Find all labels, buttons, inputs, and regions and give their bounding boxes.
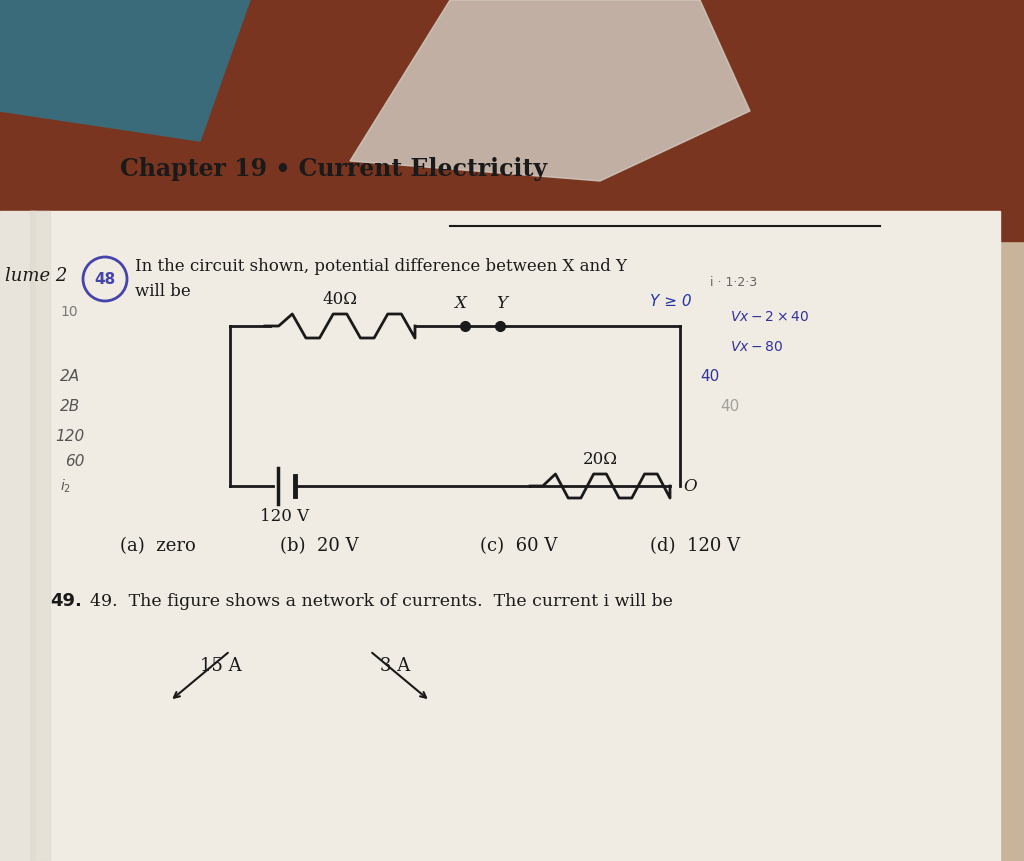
Text: O: O	[683, 478, 696, 495]
Bar	[0, 211, 35, 861]
Text: 48: 48	[94, 271, 116, 287]
Text: 15 A: 15 A	[200, 657, 242, 675]
Polygon shape	[350, 0, 750, 181]
Text: (a)  zero: (a) zero	[120, 537, 196, 555]
Text: 120: 120	[55, 429, 84, 444]
Text: will be: will be	[135, 283, 190, 300]
Text: 40: 40	[700, 369, 719, 384]
Text: 40: 40	[720, 399, 739, 414]
Text: 49.  The figure shows a network of currents.  The current i will be: 49. The figure shows a network of curren…	[90, 593, 673, 610]
Text: In the circuit shown, potential difference between X and Y: In the circuit shown, potential differen…	[135, 258, 627, 275]
Text: $\it{Vx - 2\times40}$: $\it{Vx - 2\times40}$	[730, 310, 809, 324]
Text: 120 V: 120 V	[260, 508, 309, 525]
Text: 60: 60	[65, 454, 85, 469]
Text: (d)  120 V: (d) 120 V	[650, 537, 740, 555]
Text: (b)  20 V: (b) 20 V	[280, 537, 358, 555]
Text: i · 1·2·3: i · 1·2·3	[710, 276, 757, 289]
Text: Chapter 19 • Current Electricity: Chapter 19 • Current Electricity	[120, 157, 547, 181]
Text: 49.: 49.	[50, 592, 82, 610]
Text: 20Ω: 20Ω	[583, 451, 617, 468]
Polygon shape	[0, 0, 250, 141]
Bar	[0, 0, 1024, 241]
Text: 2B: 2B	[60, 399, 80, 414]
Text: X: X	[454, 295, 466, 312]
Text: Y ≥ 0: Y ≥ 0	[650, 294, 691, 309]
Text: 2A: 2A	[60, 369, 80, 384]
Polygon shape	[30, 211, 50, 861]
Text: 3 A: 3 A	[380, 657, 411, 675]
Text: Y: Y	[497, 295, 508, 312]
Text: $\it{Vx - 80}$: $\it{Vx - 80}$	[730, 340, 783, 354]
Text: 40Ω: 40Ω	[323, 291, 357, 308]
Text: lume 2: lume 2	[5, 267, 68, 285]
Text: $i_2$: $i_2$	[60, 478, 71, 495]
Text: (c)  60 V: (c) 60 V	[480, 537, 557, 555]
Text: 10: 10	[60, 305, 78, 319]
Bar	[30, 211, 1000, 861]
